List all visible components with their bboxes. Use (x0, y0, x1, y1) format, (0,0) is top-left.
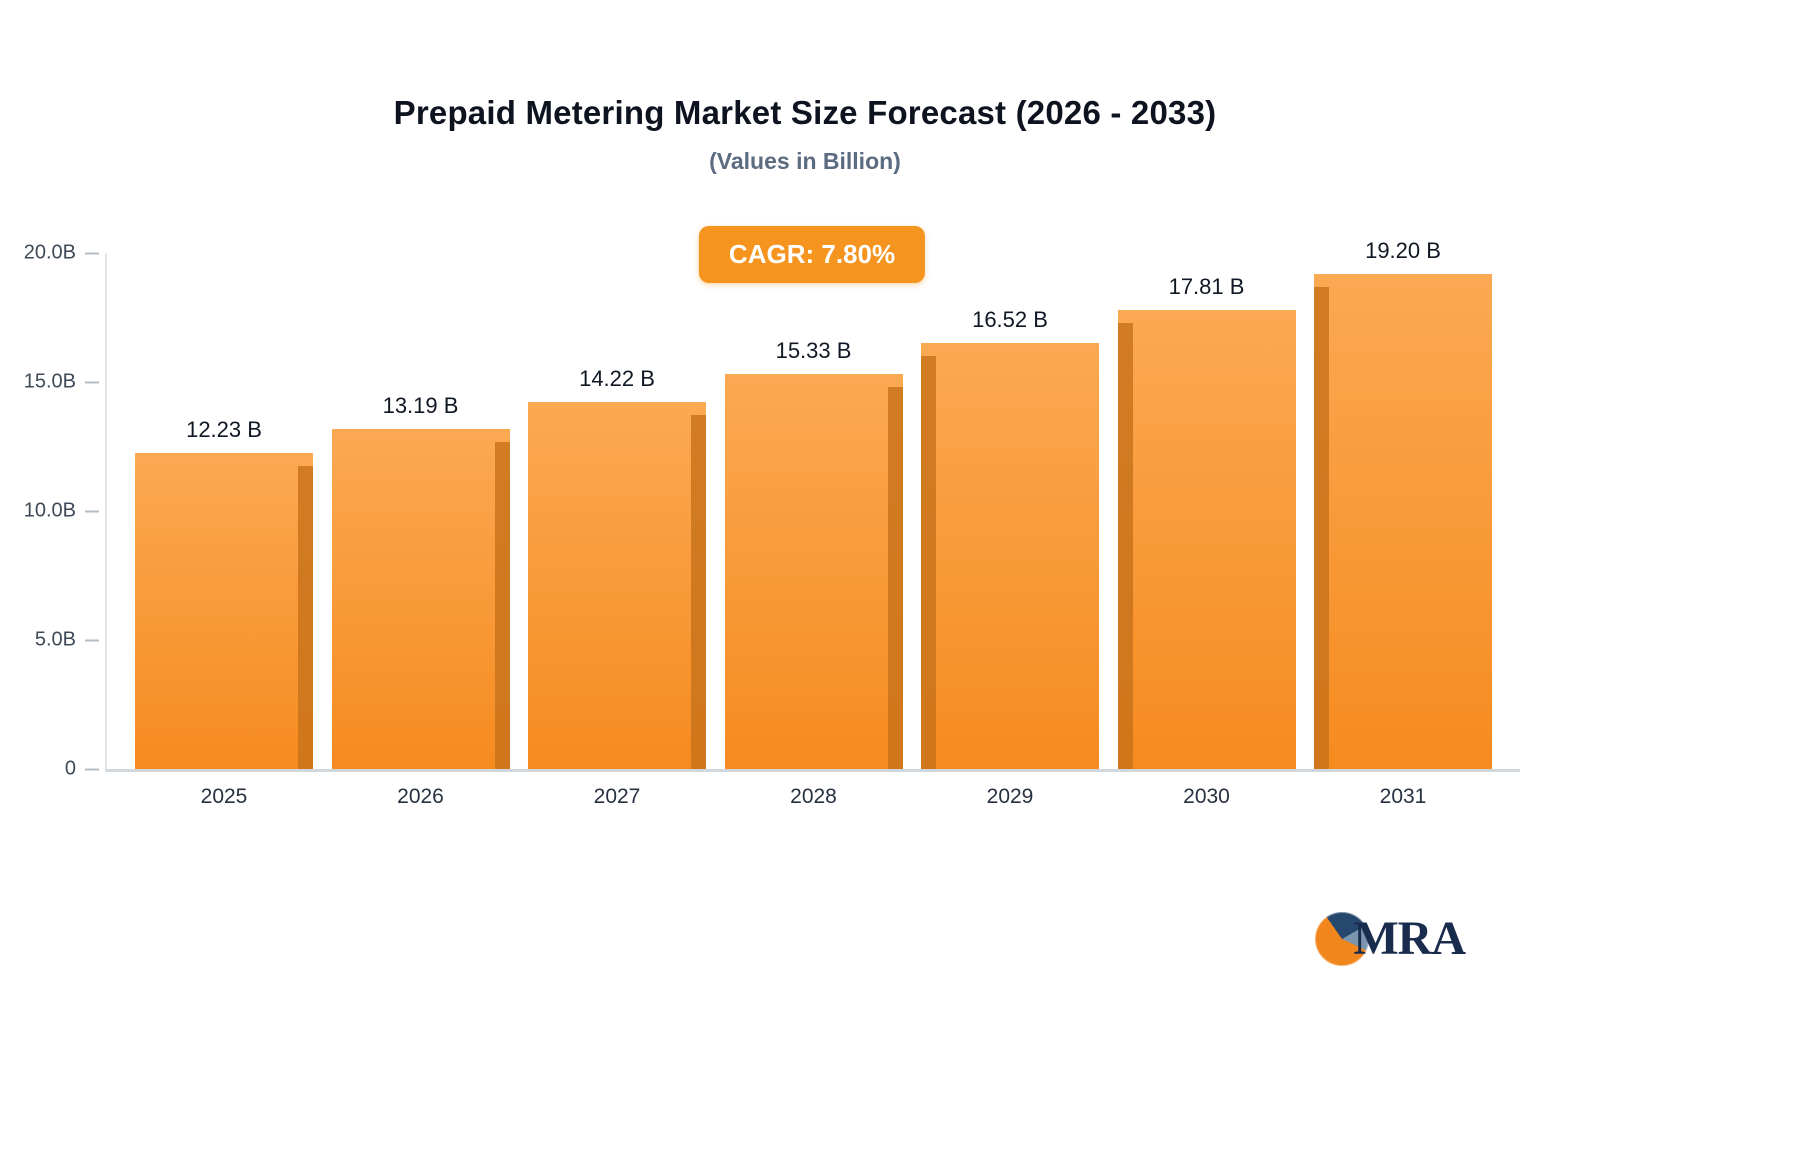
bar-value-label: 17.81 B (1168, 273, 1245, 299)
bar (135, 453, 313, 769)
y-tick-mark (85, 639, 99, 641)
bar-value-label: 16.52 B (972, 306, 1048, 332)
bar-value-label: 19.20 B (1365, 237, 1441, 263)
x-axis-label: 2026 (397, 785, 444, 808)
bar-value-label: 14.22 B (579, 366, 655, 392)
x-axis-label: 2029 (986, 785, 1034, 808)
bar-slot: 12.23 B (135, 417, 313, 769)
plot-area: 20.0B 15.0B 10.0B 5.0B 0 12.23 B 13.19 B 14.22… (24, 238, 1520, 808)
y-tick: 15.0B (24, 371, 99, 394)
bar-slot: 19.20 B (1314, 238, 1492, 769)
chart-title: Prepaid Metering Market Size Forecast (2… (393, 94, 1217, 131)
bar-3d-side (1117, 322, 1133, 769)
bar-3d-side (494, 441, 510, 769)
y-tick-mark (85, 252, 99, 254)
bar-value-label: 12.23 B (186, 417, 262, 443)
bar (1117, 309, 1296, 769)
x-axis-label: 2028 (790, 785, 837, 808)
bar-value-label: 13.19 B (382, 392, 459, 418)
x-axis-label: 2027 (593, 785, 641, 808)
x-axis-label: 2025 (200, 785, 248, 808)
bar-3d-side (1314, 286, 1329, 769)
bar-3d-side (298, 466, 313, 769)
brand-logo-text: MRA (1353, 912, 1466, 965)
chart-container: Prepaid Metering Market Size Forecast (2… (0, 0, 1610, 808)
bars-row: 12.23 B 13.19 B 14.22 B 15.33 B 16.52 B 17.81… (107, 238, 1520, 769)
bar-3d-side (691, 415, 706, 769)
bar (724, 373, 903, 769)
bar-slot: 14.22 B (528, 366, 706, 769)
bar-slot: 15.33 B (724, 337, 903, 769)
bar (1314, 273, 1492, 769)
x-axis-labels: 2025 2026 2027 2028 2029 2030 2031 (107, 785, 1520, 809)
y-tick-label: 15.0B (23, 370, 76, 393)
bar-3d-side (887, 386, 903, 769)
cagr-badge: CAGR: 7.80% (698, 226, 926, 283)
y-tick-label: 0 (64, 757, 76, 780)
bar-slot: 13.19 B (331, 392, 510, 769)
y-tick-label: 20.0B (23, 241, 76, 264)
pie-chart-logo-icon (1315, 911, 1370, 966)
bar-slot: 17.81 B (1117, 273, 1296, 769)
bar-slot: 16.52 B (921, 307, 1099, 769)
y-tick-label: 5.0B (34, 628, 76, 651)
y-tick: 10.0B (24, 500, 99, 523)
bar (528, 402, 706, 769)
bar-3d-side (921, 355, 936, 769)
y-tick-mark (85, 510, 99, 512)
brand-logo: MRA (1315, 911, 1466, 966)
cagr-badge-label: CAGR: 7.80% (728, 239, 896, 269)
y-tick: 5.0B (35, 629, 99, 652)
chart-subtitle: (Values in Billion) (709, 148, 901, 174)
bar (331, 428, 510, 769)
y-tick: 0 (65, 758, 99, 781)
bar (921, 342, 1099, 769)
x-axis-label: 2030 (1183, 785, 1230, 808)
bar-value-label: 15.33 B (775, 337, 852, 363)
y-tick-mark (85, 381, 99, 383)
x-axis-label: 2031 (1379, 785, 1427, 808)
y-tick: 20.0B (24, 242, 99, 265)
y-tick-label: 10.0B (23, 499, 76, 522)
y-tick-mark (85, 768, 99, 770)
